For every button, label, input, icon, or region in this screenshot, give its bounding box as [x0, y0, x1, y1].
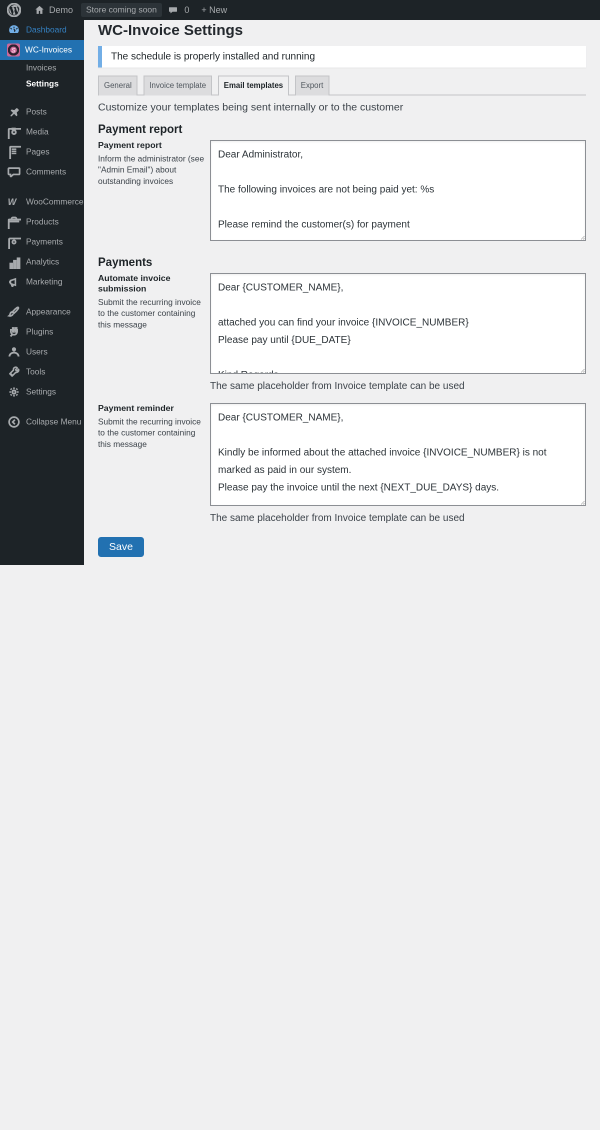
svg-text:W: W: [8, 197, 18, 207]
